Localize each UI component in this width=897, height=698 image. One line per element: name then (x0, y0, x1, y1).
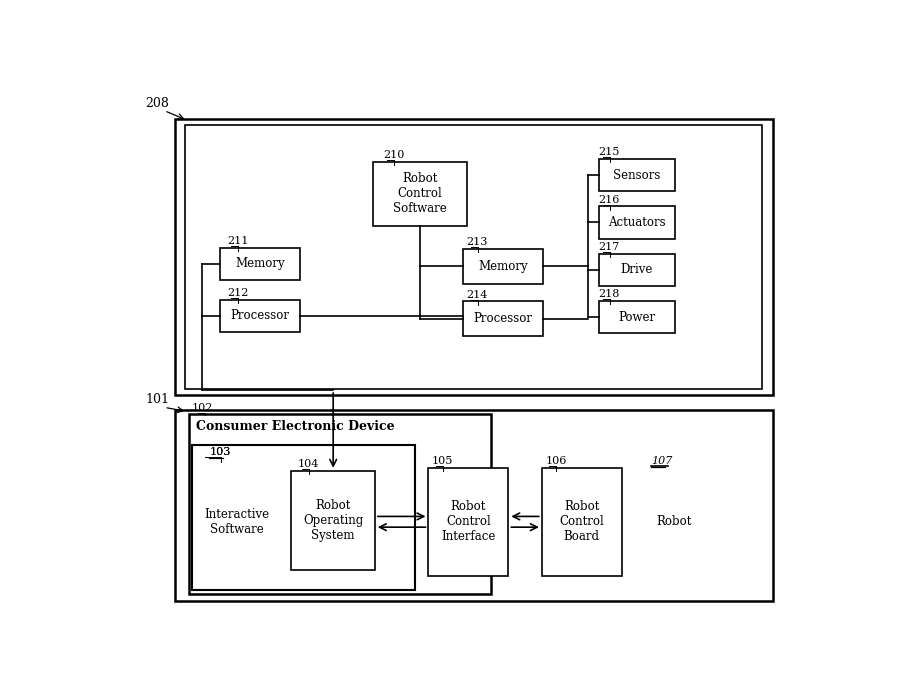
Text: Robot
Control
Software: Robot Control Software (393, 172, 447, 216)
Bar (429, 468, 509, 576)
Text: 217: 217 (598, 242, 620, 252)
Text: 214: 214 (466, 290, 488, 300)
Text: Interactive
Software: Interactive Software (205, 507, 270, 536)
Text: 106: 106 (545, 456, 567, 466)
Bar (185, 125, 762, 389)
Text: Memory: Memory (478, 260, 528, 273)
Text: 218: 218 (598, 289, 620, 299)
Text: 104: 104 (298, 459, 319, 469)
Text: 208: 208 (145, 96, 170, 110)
Bar (292, 470, 375, 570)
Text: 101: 101 (145, 393, 170, 406)
Bar (598, 159, 675, 191)
Text: Processor: Processor (474, 313, 533, 325)
Text: Robot: Robot (656, 515, 692, 528)
Bar (598, 253, 675, 286)
Bar (373, 162, 466, 226)
Text: Power: Power (618, 311, 656, 323)
Text: Robot
Control
Board: Robot Control Board (560, 500, 604, 543)
Text: 216: 216 (598, 195, 620, 205)
Text: Memory: Memory (235, 258, 284, 270)
Text: 103: 103 (209, 447, 231, 457)
Text: 213: 213 (466, 237, 488, 247)
Text: 107: 107 (651, 456, 672, 466)
Bar (175, 119, 772, 396)
Bar (598, 301, 675, 333)
Text: 103: 103 (209, 447, 231, 457)
Text: 211: 211 (227, 236, 248, 246)
Text: Processor: Processor (231, 309, 290, 322)
Text: Drive: Drive (621, 263, 653, 276)
Text: 210: 210 (383, 150, 405, 160)
Bar (220, 248, 300, 280)
Text: 102: 102 (192, 403, 213, 413)
Bar (188, 415, 491, 595)
Bar (463, 302, 543, 336)
Text: 215: 215 (598, 147, 620, 157)
Bar (175, 410, 772, 601)
Text: Actuators: Actuators (608, 216, 666, 229)
Text: Robot
Operating
System: Robot Operating System (303, 499, 363, 542)
Text: Consumer Electronic Device: Consumer Electronic Device (196, 419, 394, 433)
Bar (463, 248, 543, 283)
Bar (542, 468, 622, 576)
Text: Robot
Control
Interface: Robot Control Interface (441, 500, 495, 543)
Bar (598, 207, 675, 239)
Text: 105: 105 (431, 456, 453, 466)
Bar (192, 445, 414, 590)
Text: 212: 212 (227, 288, 248, 298)
Text: Sensors: Sensors (614, 169, 661, 181)
Bar (220, 300, 300, 332)
